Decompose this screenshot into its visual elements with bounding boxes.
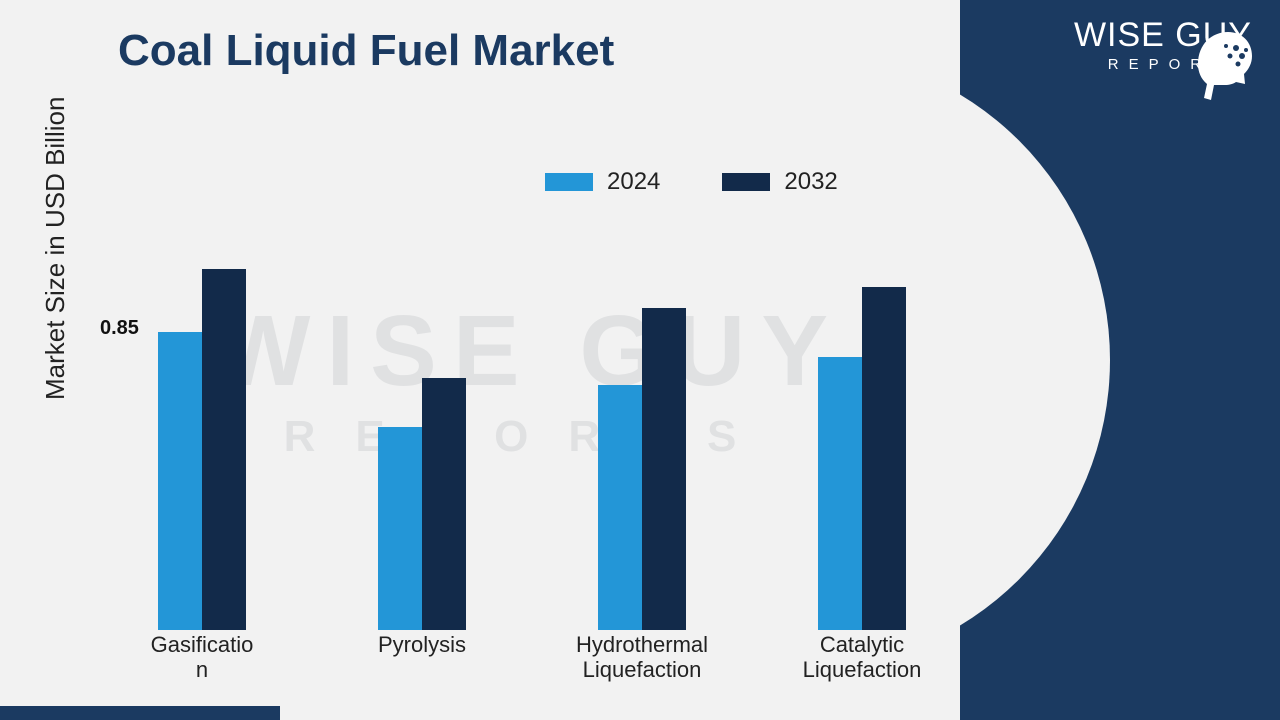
legend-label-2032: 2032	[784, 168, 837, 196]
report-canvas: WISE GUY REPORTS WISE GUY REPORTS Coal L…	[0, 0, 1280, 720]
bar-group	[158, 269, 246, 630]
brain-head-icon	[1192, 26, 1262, 106]
bar-chart: 0.85	[110, 210, 960, 630]
legend-item-2032: 2032	[722, 168, 837, 196]
legend: 2024 2032	[545, 168, 838, 196]
bar	[862, 287, 906, 630]
x-tick-label: Pyrolysis	[337, 632, 507, 657]
x-tick-label: HydrothermalLiquefaction	[557, 632, 727, 683]
bar-group	[378, 378, 466, 630]
bar	[158, 332, 202, 630]
y-axis-label: Market Size in USD Billion	[40, 97, 71, 400]
legend-label-2024: 2024	[607, 168, 660, 196]
x-tick-label: Gasification	[117, 632, 287, 683]
bar	[202, 269, 246, 630]
bar	[598, 385, 642, 630]
bar	[642, 308, 686, 630]
bar	[818, 357, 862, 630]
bar-value-label: 0.85	[100, 317, 139, 340]
legend-item-2024: 2024	[545, 168, 660, 196]
bar	[422, 378, 466, 630]
bar	[378, 427, 422, 630]
x-axis-labels: Gasification Pyrolysis HydrothermalLiquefa…	[110, 632, 960, 692]
bar-group	[598, 308, 686, 630]
footer-accent-bar	[0, 706, 280, 720]
legend-swatch-2032	[722, 173, 770, 191]
bar-group	[818, 287, 906, 630]
chart-title: Coal Liquid Fuel Market	[118, 26, 614, 76]
legend-swatch-2024	[545, 173, 593, 191]
x-tick-label: CatalyticLiquefaction	[777, 632, 947, 683]
plot-area: 0.85	[110, 210, 960, 630]
